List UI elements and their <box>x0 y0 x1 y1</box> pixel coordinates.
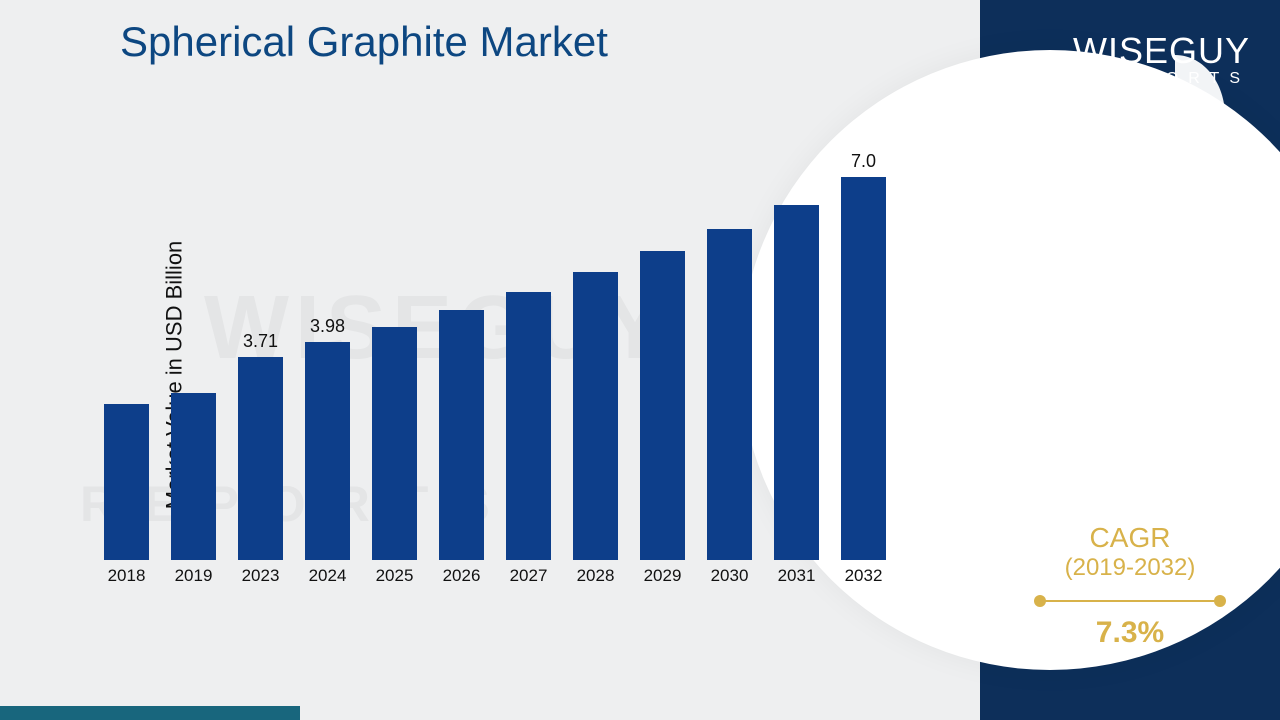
x-axis: 2018 2019 2023 2024 2025 2026 2027 2028 2029 2030… <box>100 560 890 600</box>
bar <box>506 292 551 560</box>
bar-value-label: 3.71 <box>243 331 278 353</box>
bar-wrap <box>573 246 618 560</box>
bar-value-label: 3.98 <box>310 316 345 338</box>
cagr-block: CAGR (2019-2032) 7.3% <box>1020 522 1240 650</box>
bar-wrap <box>774 179 819 560</box>
cagr-label: CAGR <box>1020 522 1240 554</box>
bar-wrap: 3.71 <box>238 331 283 560</box>
bar <box>573 272 618 560</box>
bar-value-label: 7.0 <box>851 151 876 173</box>
chart-area: Market Value in USD Billion 3.713.987.0 … <box>60 150 890 600</box>
x-tick: 2029 <box>640 566 685 600</box>
bar-wrap <box>439 284 484 560</box>
bar-wrap: 3.98 <box>305 316 350 560</box>
bar-wrap <box>171 367 216 560</box>
bar-wrap <box>707 203 752 560</box>
cagr-divider <box>1040 600 1220 602</box>
bar-wrap: 7.0 <box>841 151 886 560</box>
brand-logo: WISEGUY REPORTS <box>1073 30 1250 88</box>
bar <box>372 327 417 560</box>
x-tick: 2031 <box>774 566 819 600</box>
bar-wrap <box>104 378 149 560</box>
chart-title: Spherical Graphite Market <box>120 18 608 66</box>
bar <box>841 177 886 560</box>
bar <box>774 205 819 560</box>
footer-accent-bar <box>0 706 300 720</box>
cagr-years: (2019-2032) <box>1020 554 1240 582</box>
bar <box>305 342 350 560</box>
logo-head-icon <box>1120 50 1230 180</box>
x-tick: 2030 <box>707 566 752 600</box>
x-tick: 2026 <box>439 566 484 600</box>
bar <box>707 229 752 560</box>
x-tick: 2032 <box>841 566 886 600</box>
cagr-value: 7.3% <box>1020 616 1240 650</box>
x-tick: 2027 <box>506 566 551 600</box>
bars-container: 3.71 3.98 7.0 <box>100 150 890 560</box>
plot-region: 3.71 3.98 7.0 <box>100 150 890 560</box>
bar-wrap <box>506 266 551 560</box>
bar <box>238 357 283 560</box>
x-tick: 2019 <box>171 566 216 600</box>
x-tick: 2028 <box>573 566 618 600</box>
x-tick: 2018 <box>104 566 149 600</box>
bar <box>439 310 484 560</box>
bar-wrap <box>372 301 417 560</box>
x-tick: 2024 <box>305 566 350 600</box>
bar <box>104 404 149 560</box>
x-tick: 2025 <box>372 566 417 600</box>
bar-wrap <box>640 225 685 560</box>
bar <box>640 251 685 560</box>
bar <box>171 393 216 560</box>
x-tick: 2023 <box>238 566 283 600</box>
infographic-stage: WISEGUY REPORTS Spherical Graphite Marke… <box>0 0 1280 720</box>
